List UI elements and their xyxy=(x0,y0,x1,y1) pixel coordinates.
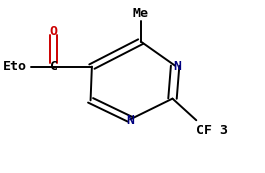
Text: Eto: Eto xyxy=(3,60,27,73)
Text: N: N xyxy=(126,114,134,127)
Text: N: N xyxy=(173,60,181,73)
Text: C: C xyxy=(50,60,58,73)
Text: O: O xyxy=(50,25,58,38)
Text: Me: Me xyxy=(133,7,149,20)
Text: CF 3: CF 3 xyxy=(196,124,228,137)
